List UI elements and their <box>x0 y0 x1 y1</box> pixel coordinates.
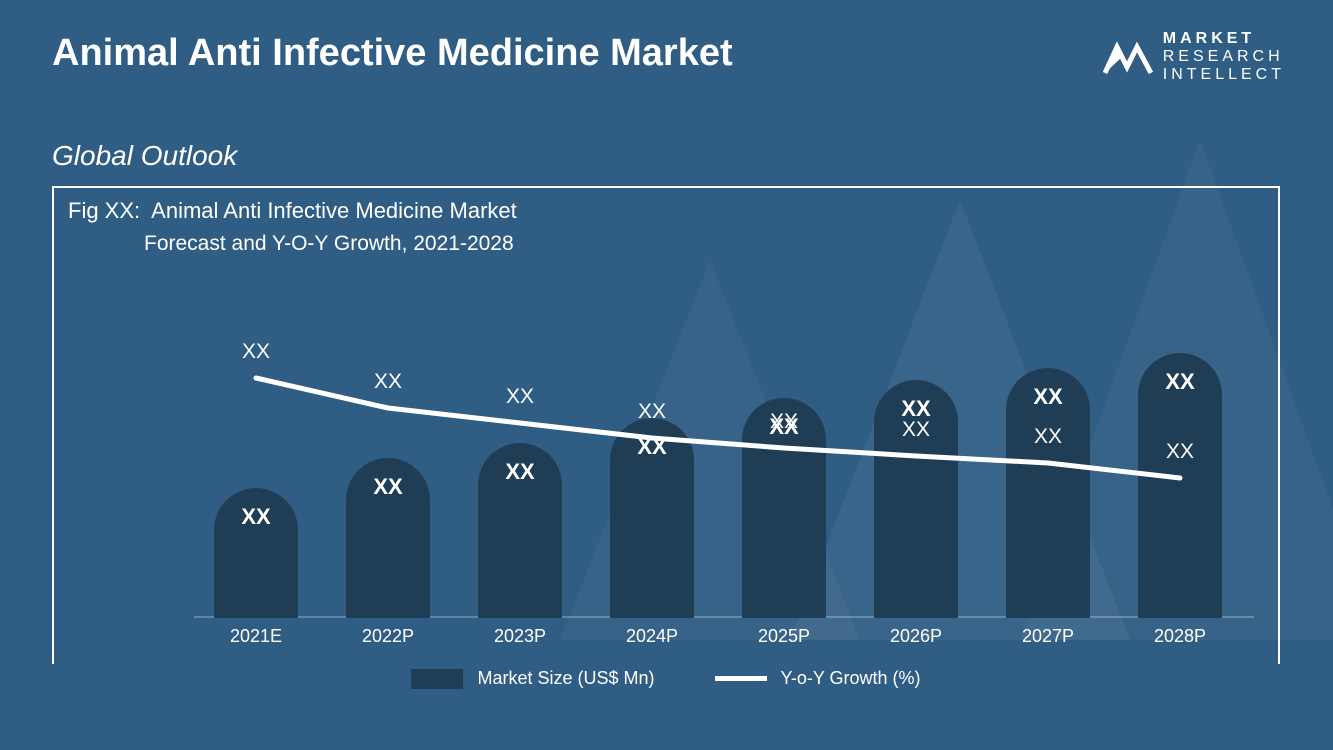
bar-value: XX <box>346 474 430 500</box>
bar-value: XX <box>1006 384 1090 410</box>
logo-text: MARKET RESEARCH INTELLECT <box>1163 30 1285 84</box>
brand-logo: MARKET RESEARCH INTELLECT <box>1103 30 1285 84</box>
bar: XX <box>610 418 694 618</box>
x-tick: 2023P <box>470 626 570 647</box>
chart-plot-area: XXXXXXXXXXXXXXXX XXXXXXXXXXXXXXXX <box>194 288 1254 618</box>
bar-value: XX <box>478 459 562 485</box>
line-label: XX <box>632 400 672 424</box>
bar-value: XX <box>1138 369 1222 395</box>
line-label: XX <box>500 385 540 409</box>
figure-label: Fig XX: Animal Anti Infective Medicine M… <box>68 198 517 224</box>
bar: XX <box>874 380 958 618</box>
legend-item-bar: Market Size (US$ Mn) <box>411 668 654 689</box>
line-label: XX <box>368 370 408 394</box>
legend-swatch-bar <box>411 669 463 689</box>
x-tick: 2028P <box>1130 626 1230 647</box>
x-tick: 2027P <box>998 626 1098 647</box>
legend-swatch-line <box>715 676 767 681</box>
line-label: XX <box>1028 425 1068 449</box>
x-axis: 2021E 2022P 2023P 2024P 2025P 2026P 2027P 2028P <box>194 626 1254 650</box>
line-label: XX <box>1160 440 1200 464</box>
x-tick: 2026P <box>866 626 966 647</box>
bar: XX <box>478 443 562 618</box>
bar: XX <box>346 458 430 618</box>
chart-container: Fig XX: Animal Anti Infective Medicine M… <box>52 186 1280 664</box>
bar-value: XX <box>610 434 694 460</box>
x-tick: 2022P <box>338 626 438 647</box>
line-label: XX <box>764 410 804 434</box>
bar: XX <box>214 488 298 618</box>
line-label: XX <box>236 340 276 364</box>
x-tick: 2024P <box>602 626 702 647</box>
bar: XX <box>1006 368 1090 618</box>
legend-item-line: Y-o-Y Growth (%) <box>715 668 921 689</box>
line-label: XX <box>896 418 936 442</box>
subtitle: Global Outlook <box>52 140 237 172</box>
bar-value: XX <box>214 504 298 530</box>
x-tick: 2021E <box>206 626 306 647</box>
x-tick: 2025P <box>734 626 834 647</box>
logo-icon <box>1103 33 1153 81</box>
bar: XX <box>1138 353 1222 618</box>
chart-legend: Market Size (US$ Mn) Y-o-Y Growth (%) <box>52 668 1280 689</box>
figure-sublabel: Forecast and Y-O-Y Growth, 2021-2028 <box>144 232 514 256</box>
page-title: Animal Anti Infective Medicine Market <box>52 32 733 75</box>
